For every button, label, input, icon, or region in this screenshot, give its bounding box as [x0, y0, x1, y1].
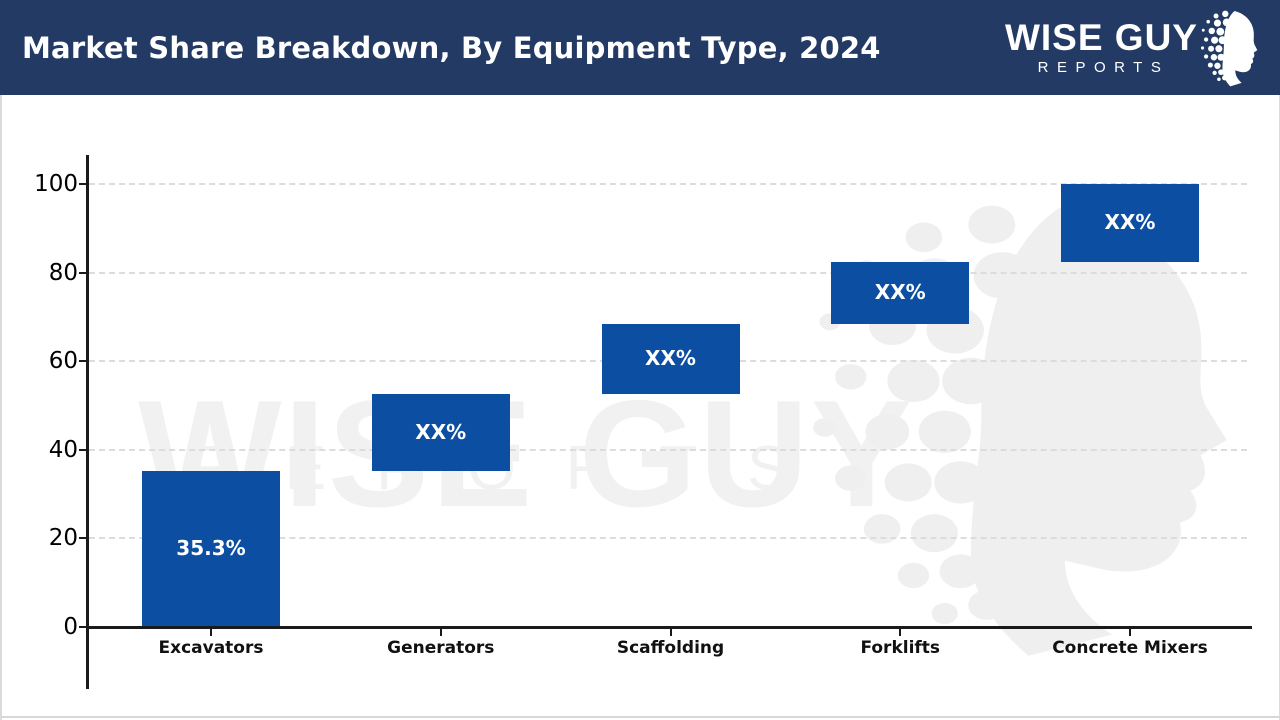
x-axis-tick: [210, 628, 212, 636]
chart-area: WISE GUY REPORTS 0 20 40 60 80 100 35.3% Excava…: [0, 95, 1280, 720]
y-tick-label: 0: [63, 614, 78, 640]
waterfall-bar: [371, 394, 510, 471]
page-title: Market Share Breakdown, By Equipment Typ…: [22, 30, 881, 65]
x-category-label: Concrete Mixers: [1052, 638, 1208, 658]
bar-value-label: XX%: [415, 419, 467, 444]
header-bar: Market Share Breakdown, By Equipment Typ…: [0, 0, 1280, 95]
y-axis-line: [86, 155, 89, 689]
brand-text: WISE GUY REPORTS: [1004, 17, 1198, 77]
waterfall-bar: [142, 470, 280, 627]
watermark-text-sub: REPORTS: [190, 434, 839, 503]
x-axis-tick: [669, 628, 672, 636]
bar-value-label: XX%: [645, 345, 696, 370]
x-axis-tick: [899, 628, 902, 636]
x-category-label: Excavators: [158, 638, 264, 658]
waterfall-bar: [601, 323, 740, 395]
x-category-label: Forklifts: [860, 638, 941, 658]
y-axis-tick: [79, 626, 87, 628]
dotted-head-icon: [1194, 8, 1258, 88]
page-left-border: [0, 95, 2, 720]
y-tick-label: 80: [48, 259, 78, 286]
y-tick-label: 20: [48, 525, 78, 552]
bar-value-label: XX%: [874, 279, 926, 304]
x-axis-tick: [1129, 628, 1131, 636]
y-tick-label: 100: [34, 171, 78, 197]
y-axis-tick: [79, 360, 87, 363]
page-right-border: [1278, 95, 1280, 720]
waterfall-bar: [1061, 184, 1199, 262]
waterfall-bar: [831, 261, 970, 324]
brand-name: WISE GUY: [1004, 17, 1198, 58]
y-axis-tick: [79, 448, 87, 451]
gridline: [89, 271, 1247, 274]
bar-value-label: XX%: [1104, 209, 1156, 234]
brand-logo: WISE GUY REPORTS: [1005, 8, 1258, 88]
y-axis-tick: [79, 183, 87, 185]
gridline: [89, 448, 1247, 451]
y-axis-tick: [79, 537, 87, 540]
x-category-label: Scaffolding: [616, 638, 725, 658]
x-axis-tick: [439, 628, 442, 636]
gridline: [89, 537, 1247, 540]
brand-subtitle: REPORTS: [1037, 59, 1170, 76]
y-tick-label: 60: [48, 348, 78, 375]
gridline: [89, 183, 1247, 185]
x-axis-line: [86, 625, 1252, 629]
page-bottom-border: [0, 716, 1280, 718]
x-category-label: Generators: [387, 638, 495, 658]
y-tick-label: 40: [48, 436, 78, 463]
y-axis-tick: [79, 271, 87, 274]
bar-value-label: 35.3%: [176, 535, 246, 560]
